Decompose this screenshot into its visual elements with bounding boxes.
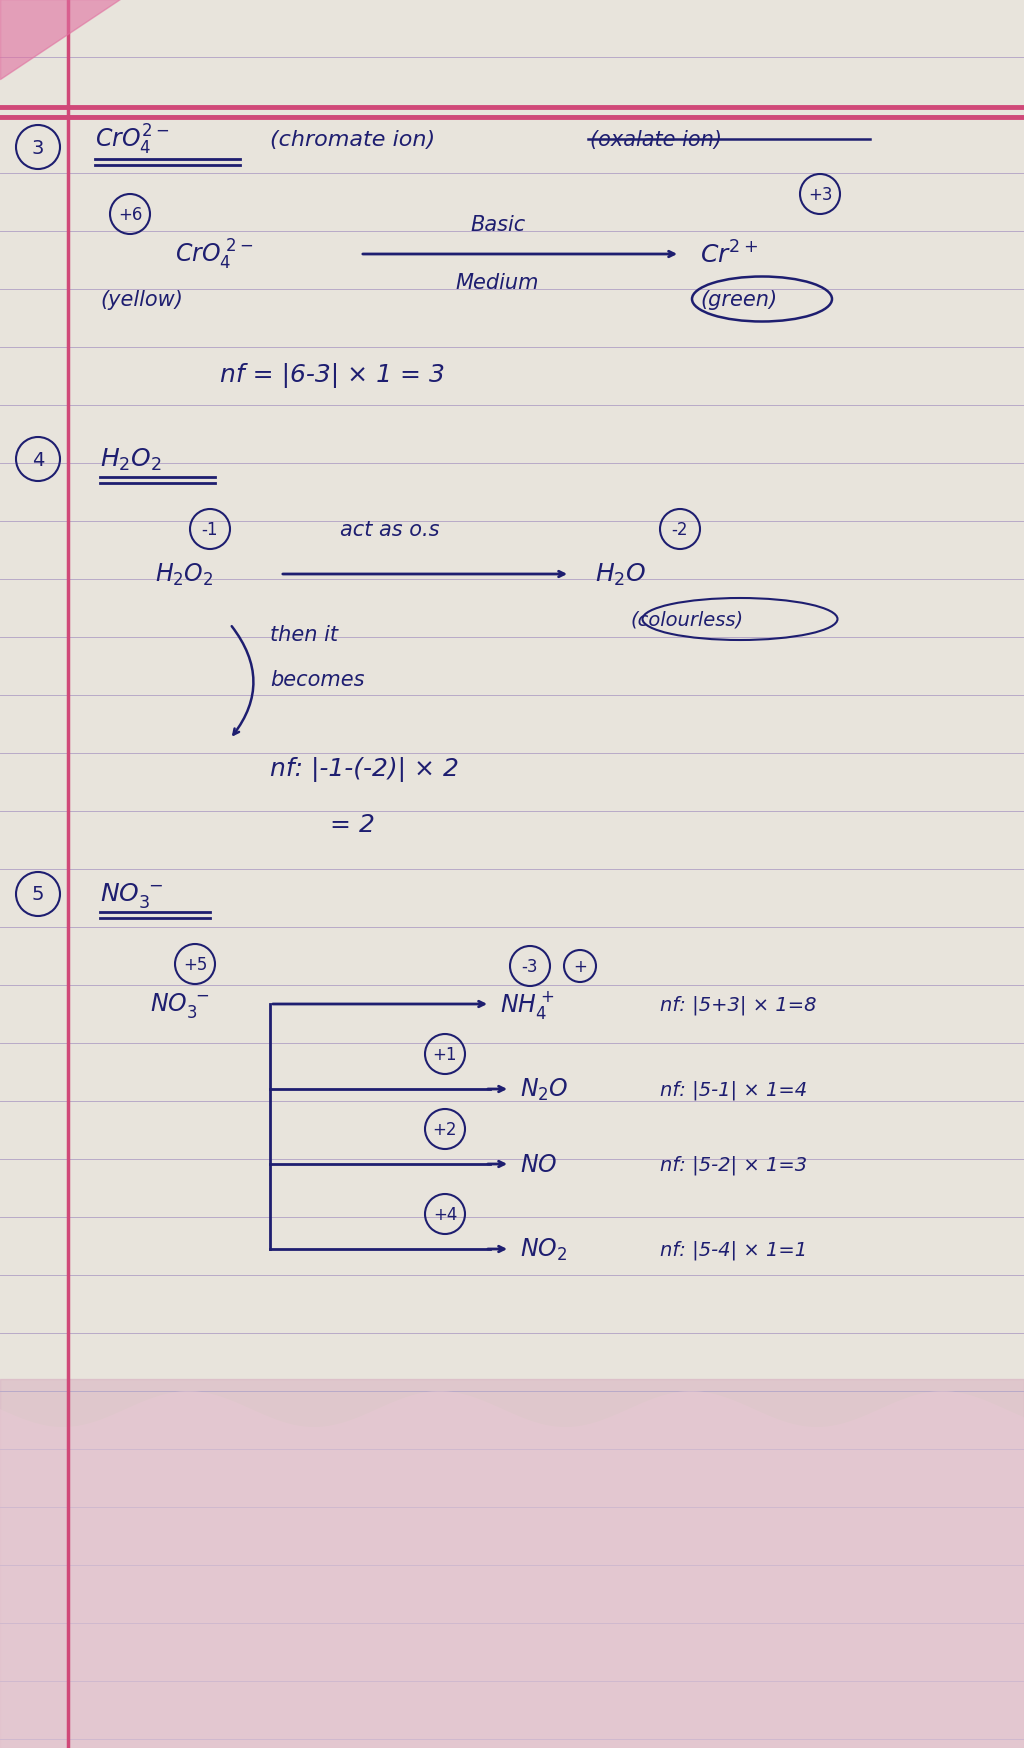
Text: Medium: Medium (455, 273, 539, 294)
PathPatch shape (0, 1391, 1024, 1748)
Text: $Cr^{2+}$: $Cr^{2+}$ (700, 241, 759, 269)
Text: $H_2O_2$: $H_2O_2$ (155, 561, 213, 587)
Text: $CrO_4^{2-}$: $CrO_4^{2-}$ (95, 122, 169, 157)
Text: +2: +2 (433, 1120, 458, 1138)
Text: $H_2O_2$: $H_2O_2$ (100, 447, 162, 472)
Text: nf: |5-4| × 1=1: nf: |5-4| × 1=1 (660, 1239, 807, 1259)
Text: -2: -2 (672, 521, 688, 538)
Text: (green): (green) (700, 290, 777, 309)
Text: $NO$: $NO$ (520, 1152, 557, 1176)
Text: becomes: becomes (270, 669, 365, 690)
Text: -3: -3 (522, 958, 539, 975)
Text: +6: +6 (118, 206, 142, 224)
Text: then it: then it (270, 624, 338, 645)
Text: $H_2O$: $H_2O$ (595, 561, 646, 587)
Text: nf: |5-2| × 1=3: nf: |5-2| × 1=3 (660, 1155, 807, 1175)
Text: $NO_3^{\;-}$: $NO_3^{\;-}$ (100, 879, 163, 909)
Text: 3: 3 (32, 138, 44, 157)
Text: (yellow): (yellow) (100, 290, 183, 309)
Text: Basic: Basic (470, 215, 525, 234)
Text: $CrO_4^{\;2-}$: $CrO_4^{\;2-}$ (175, 238, 254, 273)
Text: 4: 4 (32, 451, 44, 468)
Text: +3: +3 (808, 185, 833, 205)
Text: (oxalate ion): (oxalate ion) (590, 129, 722, 150)
Text: nf = |6-3| × 1 = 3: nf = |6-3| × 1 = 3 (220, 362, 444, 388)
Text: 5: 5 (32, 884, 44, 904)
Text: nf: |5+3| × 1=8: nf: |5+3| × 1=8 (660, 995, 816, 1014)
Text: +1: +1 (433, 1045, 458, 1063)
Text: $NO_3^{\;-}$: $NO_3^{\;-}$ (150, 989, 210, 1019)
Text: +4: +4 (433, 1206, 457, 1224)
Text: +5: +5 (183, 956, 207, 974)
Text: = 2: = 2 (330, 813, 375, 837)
Text: nf: |5-1| × 1=4: nf: |5-1| × 1=4 (660, 1080, 807, 1099)
Text: act as o.s: act as o.s (340, 519, 439, 540)
Text: $NH_4^+$: $NH_4^+$ (500, 988, 554, 1021)
Text: (colourless): (colourless) (630, 610, 743, 629)
Text: (chromate ion): (chromate ion) (270, 129, 435, 150)
Text: +: + (573, 958, 587, 975)
Text: $N_2O$: $N_2O$ (520, 1077, 568, 1103)
Text: -1: -1 (202, 521, 218, 538)
Text: $NO_2$: $NO_2$ (520, 1236, 567, 1262)
Text: nf: |-1-(-2)| × 2: nf: |-1-(-2)| × 2 (270, 757, 459, 781)
